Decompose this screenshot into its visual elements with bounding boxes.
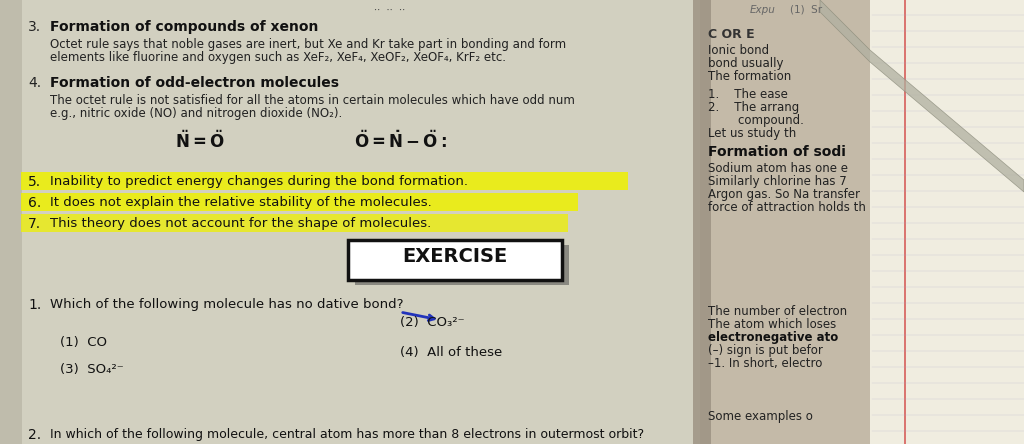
Text: (–) sign is put befor: (–) sign is put befor	[708, 344, 823, 357]
Text: 4.: 4.	[28, 76, 41, 90]
Text: e.g., nitric oxide (NO) and nitrogen dioxide (NO₂).: e.g., nitric oxide (NO) and nitrogen dio…	[50, 107, 342, 120]
Text: bond usually: bond usually	[708, 57, 783, 70]
Text: force of attraction holds th: force of attraction holds th	[708, 201, 866, 214]
Text: 6.: 6.	[28, 196, 41, 210]
Text: electronegative ato: electronegative ato	[708, 331, 839, 344]
Text: 3.: 3.	[28, 20, 41, 34]
Text: The atom which loses: The atom which loses	[708, 318, 837, 331]
Text: Octet rule says that noble gases are inert, but Xe and Kr take part in bonding a: Octet rule says that noble gases are ine…	[50, 38, 566, 51]
FancyBboxPatch shape	[700, 0, 900, 444]
Text: Similarly chlorine has 7: Similarly chlorine has 7	[708, 175, 847, 188]
Text: (1)  Sr: (1) Sr	[790, 5, 822, 15]
Text: compound.: compound.	[708, 114, 804, 127]
Text: 1.: 1.	[28, 298, 41, 312]
Text: Expu: Expu	[750, 5, 776, 15]
Text: 5.: 5.	[28, 175, 41, 189]
Text: The formation: The formation	[708, 70, 792, 83]
FancyBboxPatch shape	[0, 0, 22, 444]
Text: 1.    The ease: 1. The ease	[708, 88, 787, 101]
FancyBboxPatch shape	[22, 193, 578, 211]
Text: The number of electron: The number of electron	[708, 305, 847, 318]
Text: C OR E: C OR E	[708, 28, 755, 41]
Text: 2.: 2.	[28, 428, 41, 442]
Text: EXERCISE: EXERCISE	[402, 247, 508, 266]
Text: $\mathbf{\ddot{N}=\ddot{O}}$: $\mathbf{\ddot{N}=\ddot{O}}$	[175, 131, 225, 152]
Text: –1. In short, electro: –1. In short, electro	[708, 357, 822, 370]
Text: In which of the following molecule, central atom has more than 8 electrons in ou: In which of the following molecule, cent…	[50, 428, 644, 441]
Text: (1)  CO: (1) CO	[60, 336, 106, 349]
Text: Formation of sodi: Formation of sodi	[708, 145, 846, 159]
Text: It does not explain the relative stability of the molecules.: It does not explain the relative stabili…	[50, 196, 432, 209]
Text: Formation of odd-electron molecules: Formation of odd-electron molecules	[50, 76, 339, 90]
Text: This theory does not account for the shape of molecules.: This theory does not account for the sha…	[50, 217, 431, 230]
Text: Inability to predict energy changes during the bond formation.: Inability to predict energy changes duri…	[50, 175, 468, 188]
Text: Formation of compounds of xenon: Formation of compounds of xenon	[50, 20, 318, 34]
Text: Argon gas. So Na transfer: Argon gas. So Na transfer	[708, 188, 860, 201]
Text: 7.: 7.	[28, 217, 41, 231]
FancyBboxPatch shape	[355, 245, 569, 285]
FancyBboxPatch shape	[0, 0, 720, 444]
Text: Let us study th: Let us study th	[708, 127, 797, 140]
FancyBboxPatch shape	[348, 240, 562, 280]
Text: (4)  All of these: (4) All of these	[400, 346, 502, 359]
Text: The octet rule is not satisfied for all the atoms in certain molecules which hav: The octet rule is not satisfied for all …	[50, 94, 574, 107]
FancyBboxPatch shape	[22, 172, 628, 190]
Text: ··  ··  ··: ·· ·· ··	[375, 6, 406, 15]
Text: (3)  SO₄²⁻: (3) SO₄²⁻	[60, 363, 124, 376]
FancyBboxPatch shape	[22, 214, 568, 232]
Text: Ionic bond: Ionic bond	[708, 44, 769, 57]
Text: 2.    The arrang: 2. The arrang	[708, 101, 800, 114]
Text: Some examples o: Some examples o	[708, 410, 813, 423]
Polygon shape	[820, 0, 1024, 192]
Text: (2)  CO₃²⁻: (2) CO₃²⁻	[400, 316, 465, 329]
Text: $\mathbf{\ddot{O}=\dot{N}-\ddot{O}:}$: $\mathbf{\ddot{O}=\dot{N}-\ddot{O}:}$	[353, 131, 446, 152]
Text: Which of the following molecule has no dative bond?: Which of the following molecule has no d…	[50, 298, 403, 311]
Text: elements like fluorine and oxygen such as XeF₂, XeF₄, XeOF₂, XeOF₄, KrF₂ etc.: elements like fluorine and oxygen such a…	[50, 51, 506, 64]
FancyBboxPatch shape	[693, 0, 711, 444]
Text: Sodium atom has one e: Sodium atom has one e	[708, 162, 848, 175]
FancyBboxPatch shape	[870, 0, 1024, 444]
